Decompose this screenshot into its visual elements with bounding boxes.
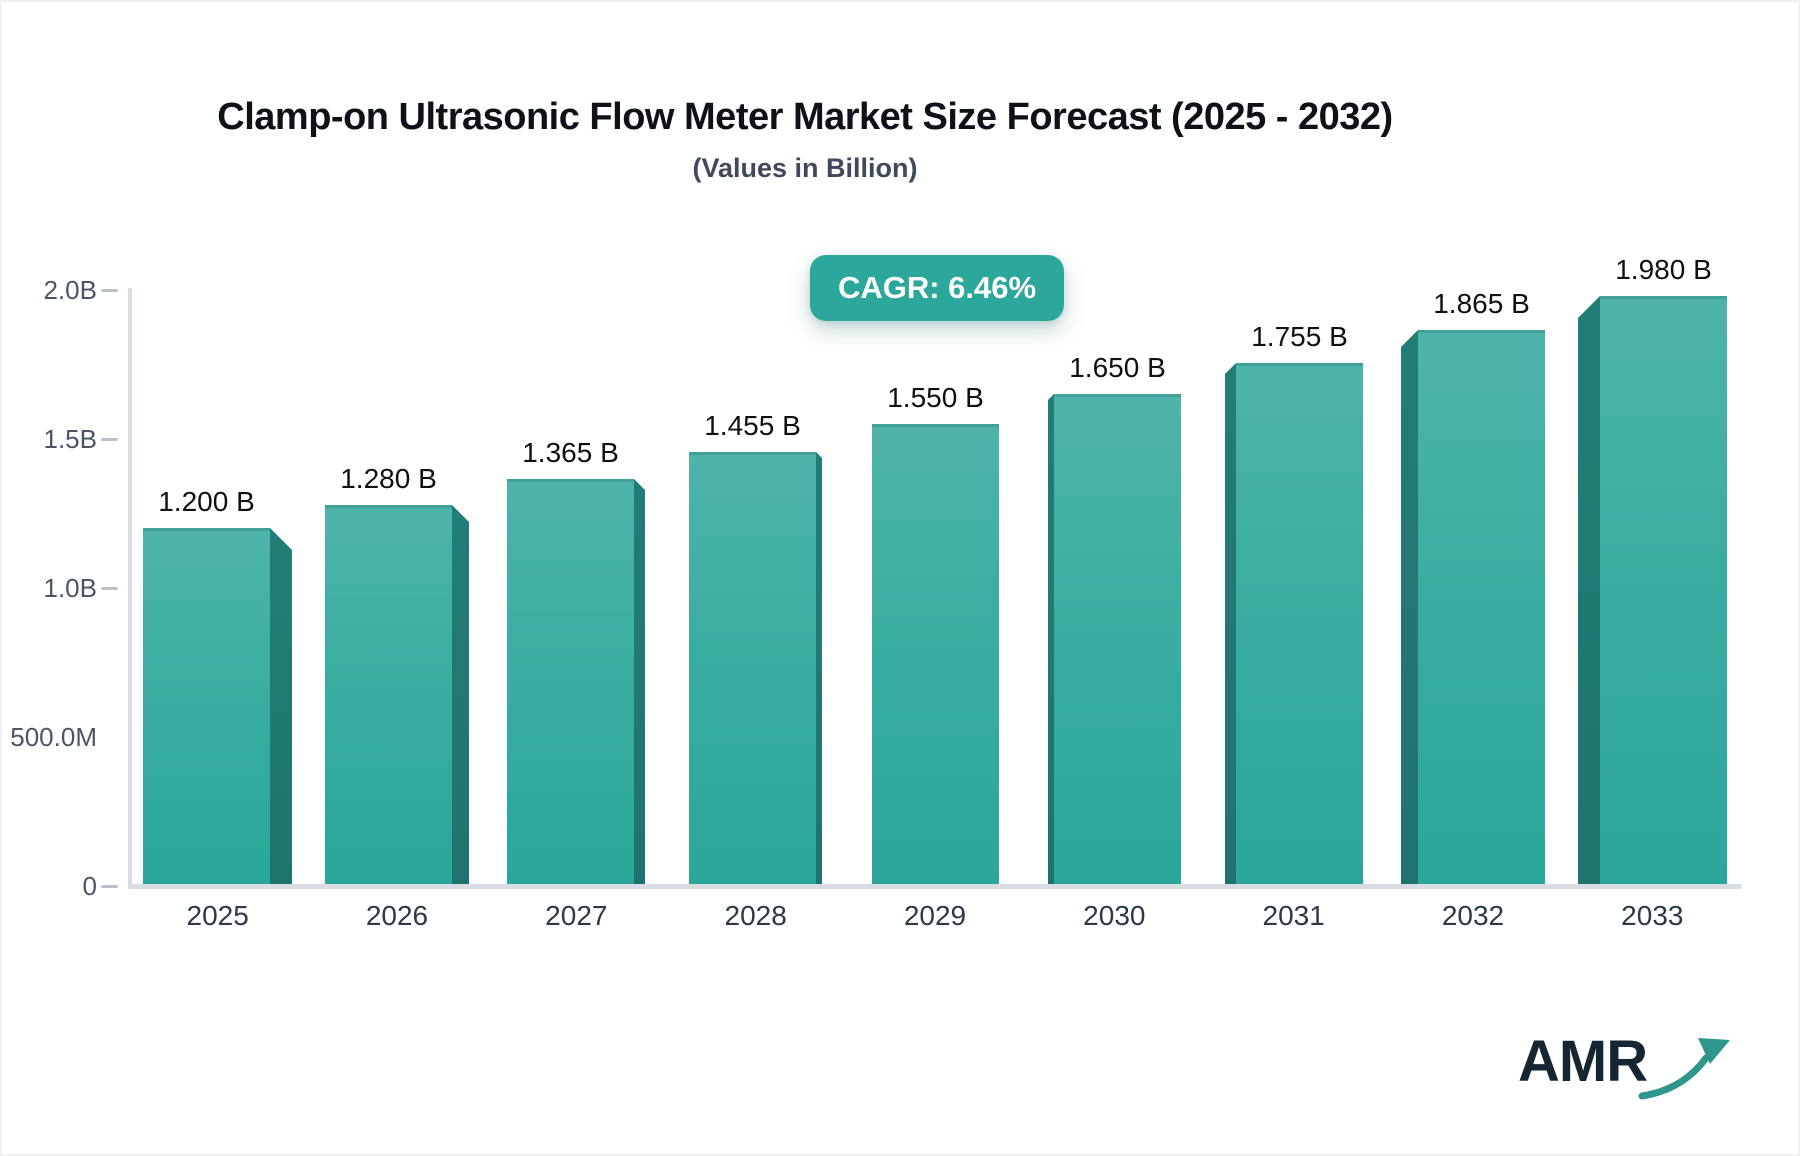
y-tick-dash <box>101 438 118 441</box>
y-tick-label-1.0B: 1.0B <box>43 573 98 603</box>
bar-side-2027 <box>634 479 645 886</box>
x-tick-label-2028: 2028 <box>724 900 787 931</box>
bar-side-2032 <box>1401 330 1418 886</box>
bar-value-label-2028: 1.455 B <box>704 410 801 441</box>
x-axis-baseline <box>128 884 1742 889</box>
bar-side-2030 <box>1048 394 1054 886</box>
y-tick-dash <box>101 885 118 888</box>
bar-2028 <box>689 452 816 886</box>
x-tick-label-2031: 2031 <box>1262 900 1325 931</box>
chart-subtitle: (Values in Billion) <box>692 153 918 183</box>
amr-logo-text: AMR <box>1518 1029 1648 1094</box>
bar-value-label-2027: 1.365 B <box>522 437 619 468</box>
bar-2027 <box>507 479 634 886</box>
bar-2030 <box>1054 394 1181 886</box>
y-tick-label-2.0B: 2.0B <box>43 275 98 305</box>
y-tick-dash <box>101 289 118 292</box>
amr-logo: AMR <box>1518 1032 1748 1122</box>
bar-2029 <box>872 424 999 886</box>
bar-value-label-2025: 1.200 B <box>158 486 255 517</box>
y-tick-label-0: 0 <box>82 871 97 901</box>
bar-2025 <box>143 528 270 886</box>
y-tick-label-500.0M: 500.0M <box>10 722 97 752</box>
y-axis-line <box>128 288 132 889</box>
bar-value-label-2029: 1.550 B <box>887 382 984 413</box>
bar-value-label-2031: 1.755 B <box>1251 321 1348 352</box>
bar-2031 <box>1236 363 1363 886</box>
bar-2026 <box>325 505 452 886</box>
x-tick-label-2033: 2033 <box>1621 900 1684 931</box>
bar-2032 <box>1418 330 1545 886</box>
cagr-badge: CAGR: 6.46% <box>809 255 1065 321</box>
y-tick-label-1.5B: 1.5B <box>43 424 98 454</box>
bar-side-2033 <box>1578 296 1600 886</box>
bar-side-2028 <box>816 452 822 886</box>
bar-value-label-2033: 1.980 B <box>1615 254 1712 285</box>
x-tick-label-2026: 2026 <box>365 900 429 931</box>
bar-value-label-2026: 1.280 B <box>340 463 437 494</box>
bar-2033 <box>1600 296 1727 886</box>
x-tick-label-2030: 2030 <box>1083 900 1146 931</box>
x-tick-label-2029: 2029 <box>903 900 967 931</box>
x-tick-label-2025: 2025 <box>186 900 249 931</box>
bar-side-2026 <box>452 505 469 886</box>
bar-value-label-2032: 1.865 B <box>1433 288 1530 319</box>
bar-value-label-2030: 1.650 B <box>1069 352 1166 383</box>
chart-header: Clamp-on Ultrasonic Flow Meter Market Si… <box>0 0 1610 183</box>
page-title: Clamp-on Ultrasonic Flow Meter Market Si… <box>217 96 1393 138</box>
growth-arrow-icon <box>1638 1038 1730 1100</box>
x-tick-label-2032: 2032 <box>1441 900 1505 931</box>
x-tick-label-2027: 2027 <box>545 900 608 931</box>
bar-side-2031 <box>1225 363 1236 886</box>
y-tick-dash <box>101 587 118 590</box>
bar-side-2025 <box>270 528 292 886</box>
